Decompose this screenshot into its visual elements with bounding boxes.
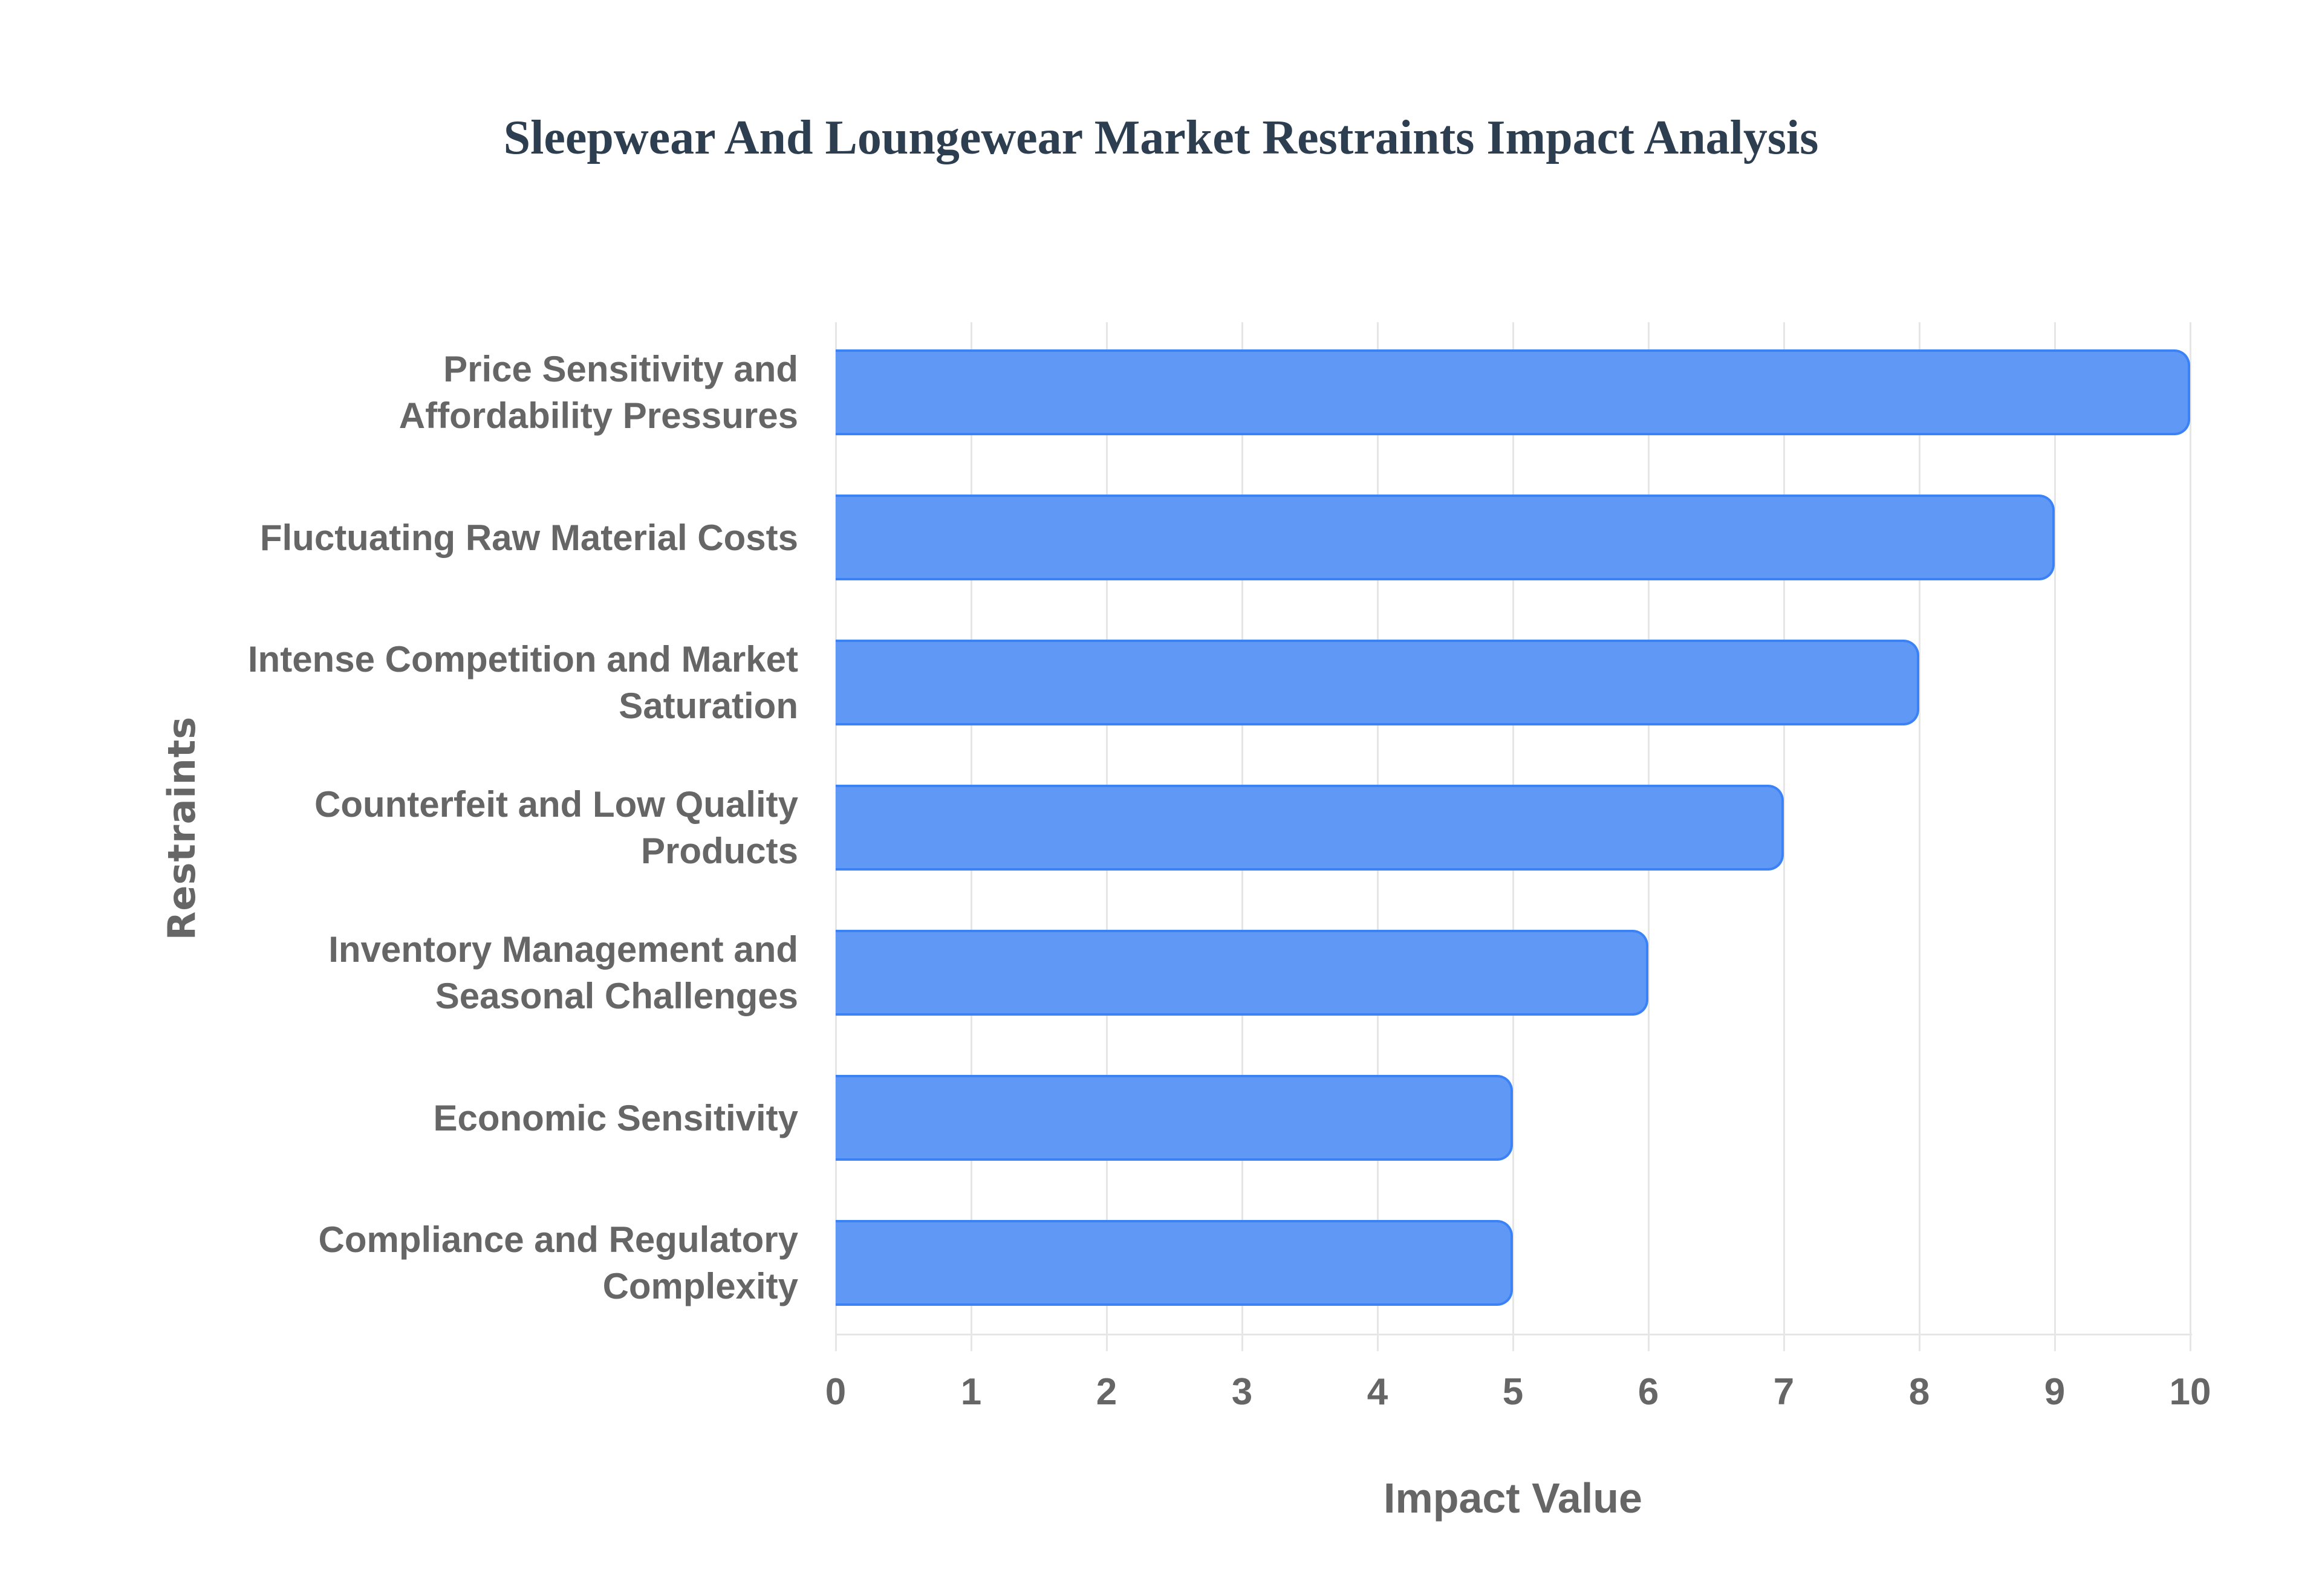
- category-label-line: Intense Competition and Market: [247, 639, 798, 680]
- plot-area: [835, 322, 2192, 1351]
- x-tick-label: 4: [1367, 1371, 1388, 1413]
- x-tick-label: 6: [1637, 1371, 1659, 1413]
- bar[interactable]: [836, 349, 2190, 435]
- x-tick-label: 1: [960, 1371, 982, 1413]
- bar[interactable]: [836, 1075, 1513, 1161]
- bar[interactable]: [836, 785, 1784, 871]
- category-label-line: Saturation: [619, 686, 798, 726]
- gridline: [1919, 322, 1920, 1351]
- category-label-line: Inventory Management and: [328, 929, 798, 970]
- category-label: Counterfeit and Low Quality Products: [133, 779, 798, 876]
- x-tick-label: 8: [1908, 1371, 1930, 1413]
- bar[interactable]: [836, 1220, 1513, 1306]
- category-label: Compliance and Regulatory Complexity: [133, 1215, 798, 1311]
- category-label-line: Products: [640, 831, 798, 871]
- category-label: Intense Competition and Market Saturation: [133, 634, 798, 731]
- x-tick-label: 0: [825, 1371, 847, 1413]
- gridline: [1783, 322, 1785, 1351]
- category-label-line: Economic Sensitivity: [433, 1097, 798, 1138]
- category-label: Fluctuating Raw Material Costs: [133, 489, 798, 586]
- x-tick-label: 2: [1096, 1371, 1117, 1413]
- bar[interactable]: [836, 495, 2055, 580]
- x-tick-label: 7: [1773, 1371, 1795, 1413]
- category-label-line: Affordability Pressures: [398, 395, 798, 436]
- category-label: Economic Sensitivity: [133, 1069, 798, 1166]
- x-tick-label: 10: [2169, 1371, 2211, 1413]
- category-label-line: Price Sensitivity and: [443, 349, 798, 389]
- category-label: Inventory Management and Seasonal Challen…: [133, 924, 798, 1021]
- x-tick-label: 5: [1502, 1371, 1524, 1413]
- x-axis-title: Impact Value: [1384, 1474, 1642, 1522]
- category-label-line: Fluctuating Raw Material Costs: [259, 517, 798, 558]
- category-label-line: Compliance and Regulatory: [318, 1219, 798, 1260]
- x-tick-label: 9: [2044, 1371, 2066, 1413]
- category-label: Price Sensitivity and Affordability Press…: [133, 344, 798, 441]
- gridline: [2054, 322, 2056, 1351]
- category-label-line: Complexity: [602, 1266, 798, 1306]
- chart-title: Sleepwear And Loungewear Market Restrain…: [503, 111, 1819, 164]
- gridline: [2190, 322, 2191, 1351]
- bar[interactable]: [836, 640, 1919, 725]
- bar[interactable]: [836, 930, 1648, 1016]
- category-label-line: Seasonal Challenges: [435, 976, 798, 1016]
- category-label-line: Counterfeit and Low Quality: [314, 784, 798, 825]
- x-tick-label: 3: [1231, 1371, 1253, 1413]
